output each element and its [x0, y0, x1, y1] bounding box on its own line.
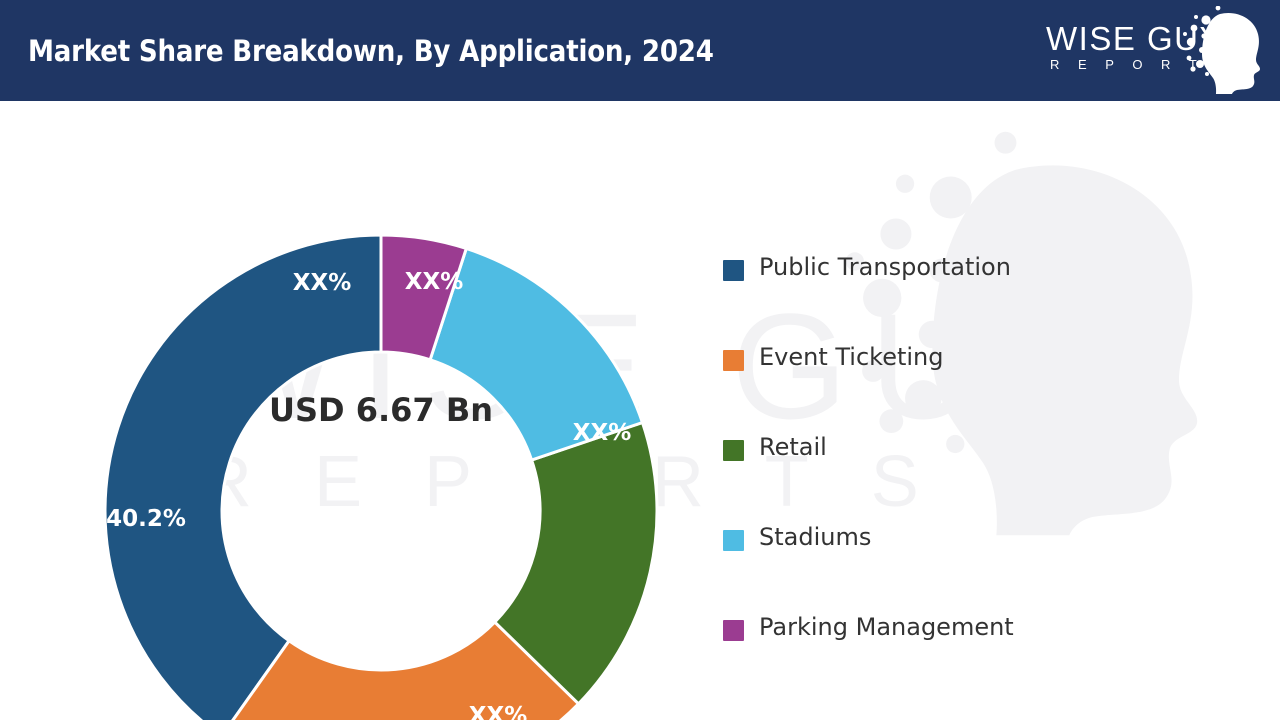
slice-value-label: XX% — [468, 703, 528, 720]
donut-slice[interactable] — [379, 233, 469, 362]
page-header: Market Share Breakdown, By Application, … — [0, 0, 1280, 101]
legend-swatch-icon — [723, 530, 744, 551]
wiseguy-head-logo-icon — [1183, 6, 1260, 94]
legend-swatch-icon — [723, 620, 744, 641]
legend-swatch-icon — [723, 440, 744, 461]
slice-value-label: 40.2% — [106, 506, 186, 532]
donut-center-label: USD 6.67 Bn — [269, 391, 493, 429]
legend-item-event-ticketing[interactable]: Event Ticketing — [723, 340, 1143, 430]
donut-slice[interactable] — [428, 246, 645, 462]
brand-logo: WISE GUY R E P O R T S — [1004, 4, 1274, 98]
donut-slice[interactable] — [103, 233, 383, 720]
logo-tagline-text: R E P O R T S — [1050, 57, 1232, 72]
legend-label: Retail — [759, 433, 827, 461]
legend-swatch-icon — [723, 260, 744, 281]
slice-value-label: XX% — [404, 269, 464, 295]
slice-value-label: XX% — [572, 420, 632, 446]
legend-swatch-icon — [723, 350, 744, 371]
donut-slice[interactable] — [492, 420, 659, 706]
donut-chart: 40.2% XX% XX% XX% XX% USD 6.67 Bn — [0, 101, 720, 720]
donut-slice[interactable] — [222, 619, 581, 720]
legend-label: Parking Management — [759, 613, 1014, 641]
legend-item-stadiums[interactable]: Stadiums — [723, 520, 1143, 610]
logo-brand-text: WISE GUY — [1046, 20, 1224, 57]
legend-label: Stadiums — [759, 523, 872, 551]
legend-item-parking-management[interactable]: Parking Management — [723, 610, 1143, 700]
page-title: Market Share Breakdown, By Application, … — [28, 34, 714, 68]
donut-svg — [103, 233, 659, 720]
legend-label: Event Ticketing — [759, 343, 944, 371]
legend-item-retail[interactable]: Retail — [723, 430, 1143, 520]
legend-label: Public Transportation — [759, 253, 1011, 281]
legend-item-public-transportation[interactable]: Public Transportation — [723, 250, 1143, 340]
chart-legend: Public Transportation Event Ticketing Re… — [723, 250, 1143, 700]
slice-value-label: XX% — [292, 270, 352, 296]
